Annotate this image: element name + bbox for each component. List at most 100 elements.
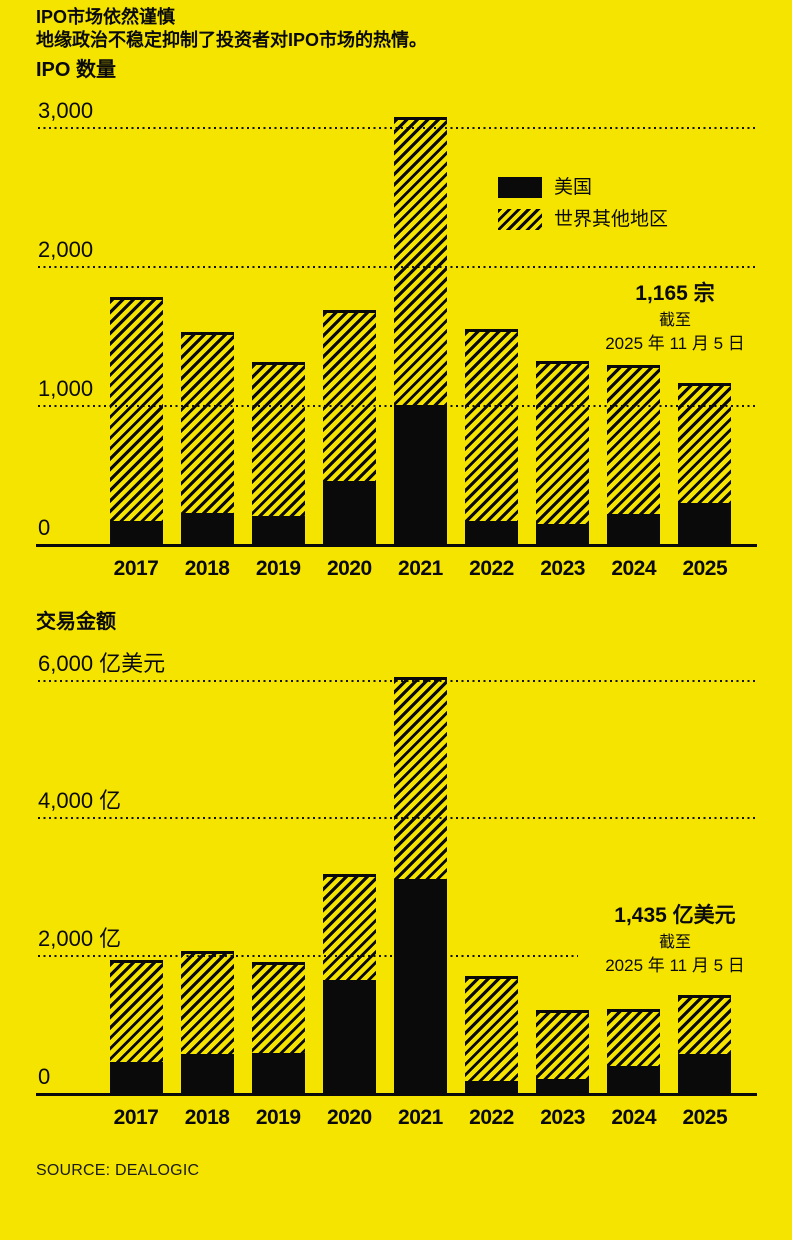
x-axis-label-2021: 2021 (398, 1106, 443, 1129)
x-axis-label-2022: 2022 (469, 1106, 514, 1129)
x-axis-label-2017: 2017 (113, 1106, 159, 1129)
x-axis-label-2023: 2023 (540, 557, 585, 580)
plot-area-deal-value: 6,000 亿美元 4,000 亿 2,000 亿 0 2017 2018 2019 2020… (38, 652, 755, 1129)
annotation-value: 1,165 宗 (635, 282, 715, 305)
bar-2017 (109, 296, 163, 545)
y-tick-label-3000: 3,000 (38, 97, 94, 123)
bar-2022 (465, 328, 518, 545)
bar-2024-rest-of-world-segment (607, 365, 661, 515)
annotation-deal-value: 1,435 亿美元 截至 2025 年 11 月 5 日 (578, 902, 772, 977)
bar-2020 (322, 874, 376, 1094)
bar-2018 (180, 950, 234, 1094)
bar-2018-us-segment (180, 512, 234, 545)
bar-2019-rest-of-world-segment (251, 962, 305, 1053)
bar-2020-us-segment (322, 979, 376, 1094)
bar-2019 (251, 962, 305, 1094)
x-axis-label-2024: 2024 (611, 1106, 657, 1129)
bar-2017-us-segment (109, 1061, 163, 1094)
x-axis-label-2020: 2020 (326, 1106, 372, 1129)
x-axis-label-2025: 2025 (682, 1106, 728, 1129)
bar-2021 (393, 677, 447, 1094)
bar-2023-us-segment (536, 524, 590, 545)
bar-2017-rest-of-world-segment (109, 959, 163, 1062)
bar-2022 (465, 976, 518, 1094)
bar-2024 (607, 1008, 661, 1094)
bar-2021 (393, 116, 447, 545)
bar-2022-rest-of-world-segment (465, 976, 518, 1081)
legend-swatch-rest-of-world (498, 209, 542, 230)
y-tick-label-2000: 2,000 亿 (38, 926, 122, 952)
bar-2019 (251, 362, 305, 545)
annotation-value: 1,435 亿美元 (614, 904, 736, 927)
legend-swatch-us (498, 177, 542, 198)
bar-2022-us-segment (465, 1080, 518, 1094)
bar-2025-rest-of-world-segment (678, 383, 732, 504)
section-heading-deal-value: 交易金额 (36, 611, 116, 633)
bar-2025-rest-of-world-segment (678, 995, 732, 1055)
bar-2018-rest-of-world-segment (180, 950, 234, 1055)
bar-2018 (180, 331, 234, 545)
source-note: SOURCE: DEALOGIC (36, 1162, 200, 1179)
section-heading-ipo-count: IPO 数量 (36, 59, 117, 81)
annotation-date: 2025 年 11 月 5 日 (605, 334, 745, 353)
x-axis-label-2019: 2019 (255, 1106, 301, 1129)
y-tick-label-4000: 4,000 亿 (38, 788, 122, 814)
bar-2021-rest-of-world-segment (393, 677, 447, 880)
x-axis-label-2018: 2018 (184, 557, 230, 580)
bar-2021-us-segment (393, 879, 447, 1094)
y-tick-label-1000: 1,000 (38, 375, 94, 401)
x-axis-label-2019: 2019 (255, 557, 301, 580)
bar-2025-us-segment (678, 503, 732, 545)
bar-2024-us-segment (607, 1065, 661, 1094)
annotation-as-of: 截至 (658, 312, 691, 329)
bar-2022-rest-of-world-segment (465, 328, 518, 522)
legend-label-us: 美国 (554, 177, 593, 198)
bar-2023-rest-of-world-segment (536, 1010, 590, 1079)
bar-2019-us-segment (251, 1052, 305, 1094)
x-axis-label-2021: 2021 (398, 557, 443, 580)
x-axis-label-2018: 2018 (184, 1106, 230, 1129)
annotation-date: 2025 年 11 月 5 日 (605, 956, 745, 975)
x-axis-label-2023: 2023 (540, 1106, 585, 1129)
bar-2019-rest-of-world-segment (251, 362, 305, 516)
bar-2019-us-segment (251, 515, 305, 545)
legend: 美国 世界其他地区 (498, 177, 668, 230)
annotation-ipo-count: 1,165 宗 截至 2025 年 11 月 5 日 (578, 280, 772, 355)
bar-2017-rest-of-world-segment (109, 296, 163, 521)
bar-2023-rest-of-world-segment (536, 360, 590, 525)
y-tick-label-6000: 6,000 亿美元 (38, 650, 166, 676)
x-axis-label-2025: 2025 (682, 557, 728, 580)
legend-item-rest-of-world: 世界其他地区 (498, 209, 668, 230)
bar-2018-us-segment (180, 1054, 234, 1094)
bar-2020-us-segment (322, 481, 376, 545)
x-axis-label-2020: 2020 (326, 557, 372, 580)
annotation-as-of: 截至 (658, 934, 691, 951)
bar-2025 (678, 995, 732, 1094)
y-tick-label-0: 0 (38, 1064, 51, 1089)
chart-subtitle: 地缘政治不稳定抑制了投资者对IPO市场的热情。 (36, 30, 428, 50)
legend-label-rest-of-world: 世界其他地区 (554, 209, 669, 230)
bar-2022-us-segment (465, 521, 518, 545)
bar-2025-us-segment (678, 1054, 732, 1094)
bar-2020-rest-of-world-segment (322, 310, 376, 482)
bar-2021-rest-of-world-segment (393, 116, 447, 405)
x-axis-line-ipo-count (36, 544, 757, 547)
chart-title: IPO市场依然谨慎 (36, 7, 176, 27)
bar-2018-rest-of-world-segment (180, 331, 234, 513)
bar-2023-us-segment (536, 1078, 590, 1094)
y-tick-label-2000: 2,000 (38, 236, 94, 262)
x-axis-label-2024: 2024 (611, 557, 657, 580)
x-axis-line-deal-value (36, 1093, 757, 1096)
x-axis-label-2017: 2017 (113, 557, 159, 580)
bar-2025 (678, 383, 732, 545)
bar-2024-rest-of-world-segment (607, 1008, 661, 1066)
bar-2023 (536, 360, 590, 545)
plot-area-ipo-count: 3,000 2,000 1,000 0 2017 2018 2019 2020 2021 2022… (38, 97, 755, 580)
bar-2020 (322, 310, 376, 545)
y-tick-label-0: 0 (38, 515, 51, 540)
bar-2023 (536, 1010, 590, 1094)
legend-item-us: 美国 (498, 177, 668, 198)
bar-2017 (109, 959, 163, 1094)
bar-2024-us-segment (607, 514, 661, 545)
